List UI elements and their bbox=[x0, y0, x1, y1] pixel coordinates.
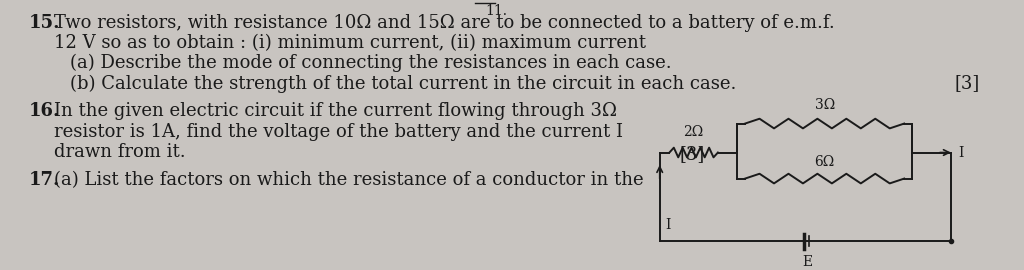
Text: 6Ω: 6Ω bbox=[814, 155, 835, 169]
Text: In the given electric circuit if the current flowing through 3Ω: In the given electric circuit if the cur… bbox=[54, 102, 617, 120]
Text: (a) List the factors on which the resistance of a conductor in the: (a) List the factors on which the resist… bbox=[54, 171, 644, 189]
Text: 11.: 11. bbox=[485, 4, 508, 18]
Text: E: E bbox=[802, 255, 812, 269]
Text: drawn from it.: drawn from it. bbox=[54, 143, 186, 161]
Text: 2Ω: 2Ω bbox=[684, 125, 703, 139]
Text: Two resistors, with resistance 10Ω and 15Ω are to be connected to a battery of e: Two resistors, with resistance 10Ω and 1… bbox=[54, 14, 836, 32]
Text: [3]: [3] bbox=[679, 145, 705, 163]
Text: 3Ω: 3Ω bbox=[814, 98, 835, 112]
Text: (b) Calculate the strength of the total current in the circuit in each case.: (b) Calculate the strength of the total … bbox=[70, 74, 736, 93]
Text: 16.: 16. bbox=[29, 102, 60, 120]
Text: (a) Describe the mode of connecting the resistances in each case.: (a) Describe the mode of connecting the … bbox=[70, 54, 672, 72]
Text: I: I bbox=[666, 218, 671, 232]
Text: 17.: 17. bbox=[29, 171, 60, 189]
Text: resistor is 1A, find the voltage of the battery and the current I: resistor is 1A, find the voltage of the … bbox=[54, 123, 624, 141]
Text: [3]: [3] bbox=[954, 74, 980, 92]
Text: I: I bbox=[958, 146, 964, 160]
Text: 15.: 15. bbox=[29, 14, 60, 32]
Text: 12 V so as to obtain : (i) minimum current, (ii) maximum current: 12 V so as to obtain : (i) minimum curre… bbox=[54, 34, 646, 52]
